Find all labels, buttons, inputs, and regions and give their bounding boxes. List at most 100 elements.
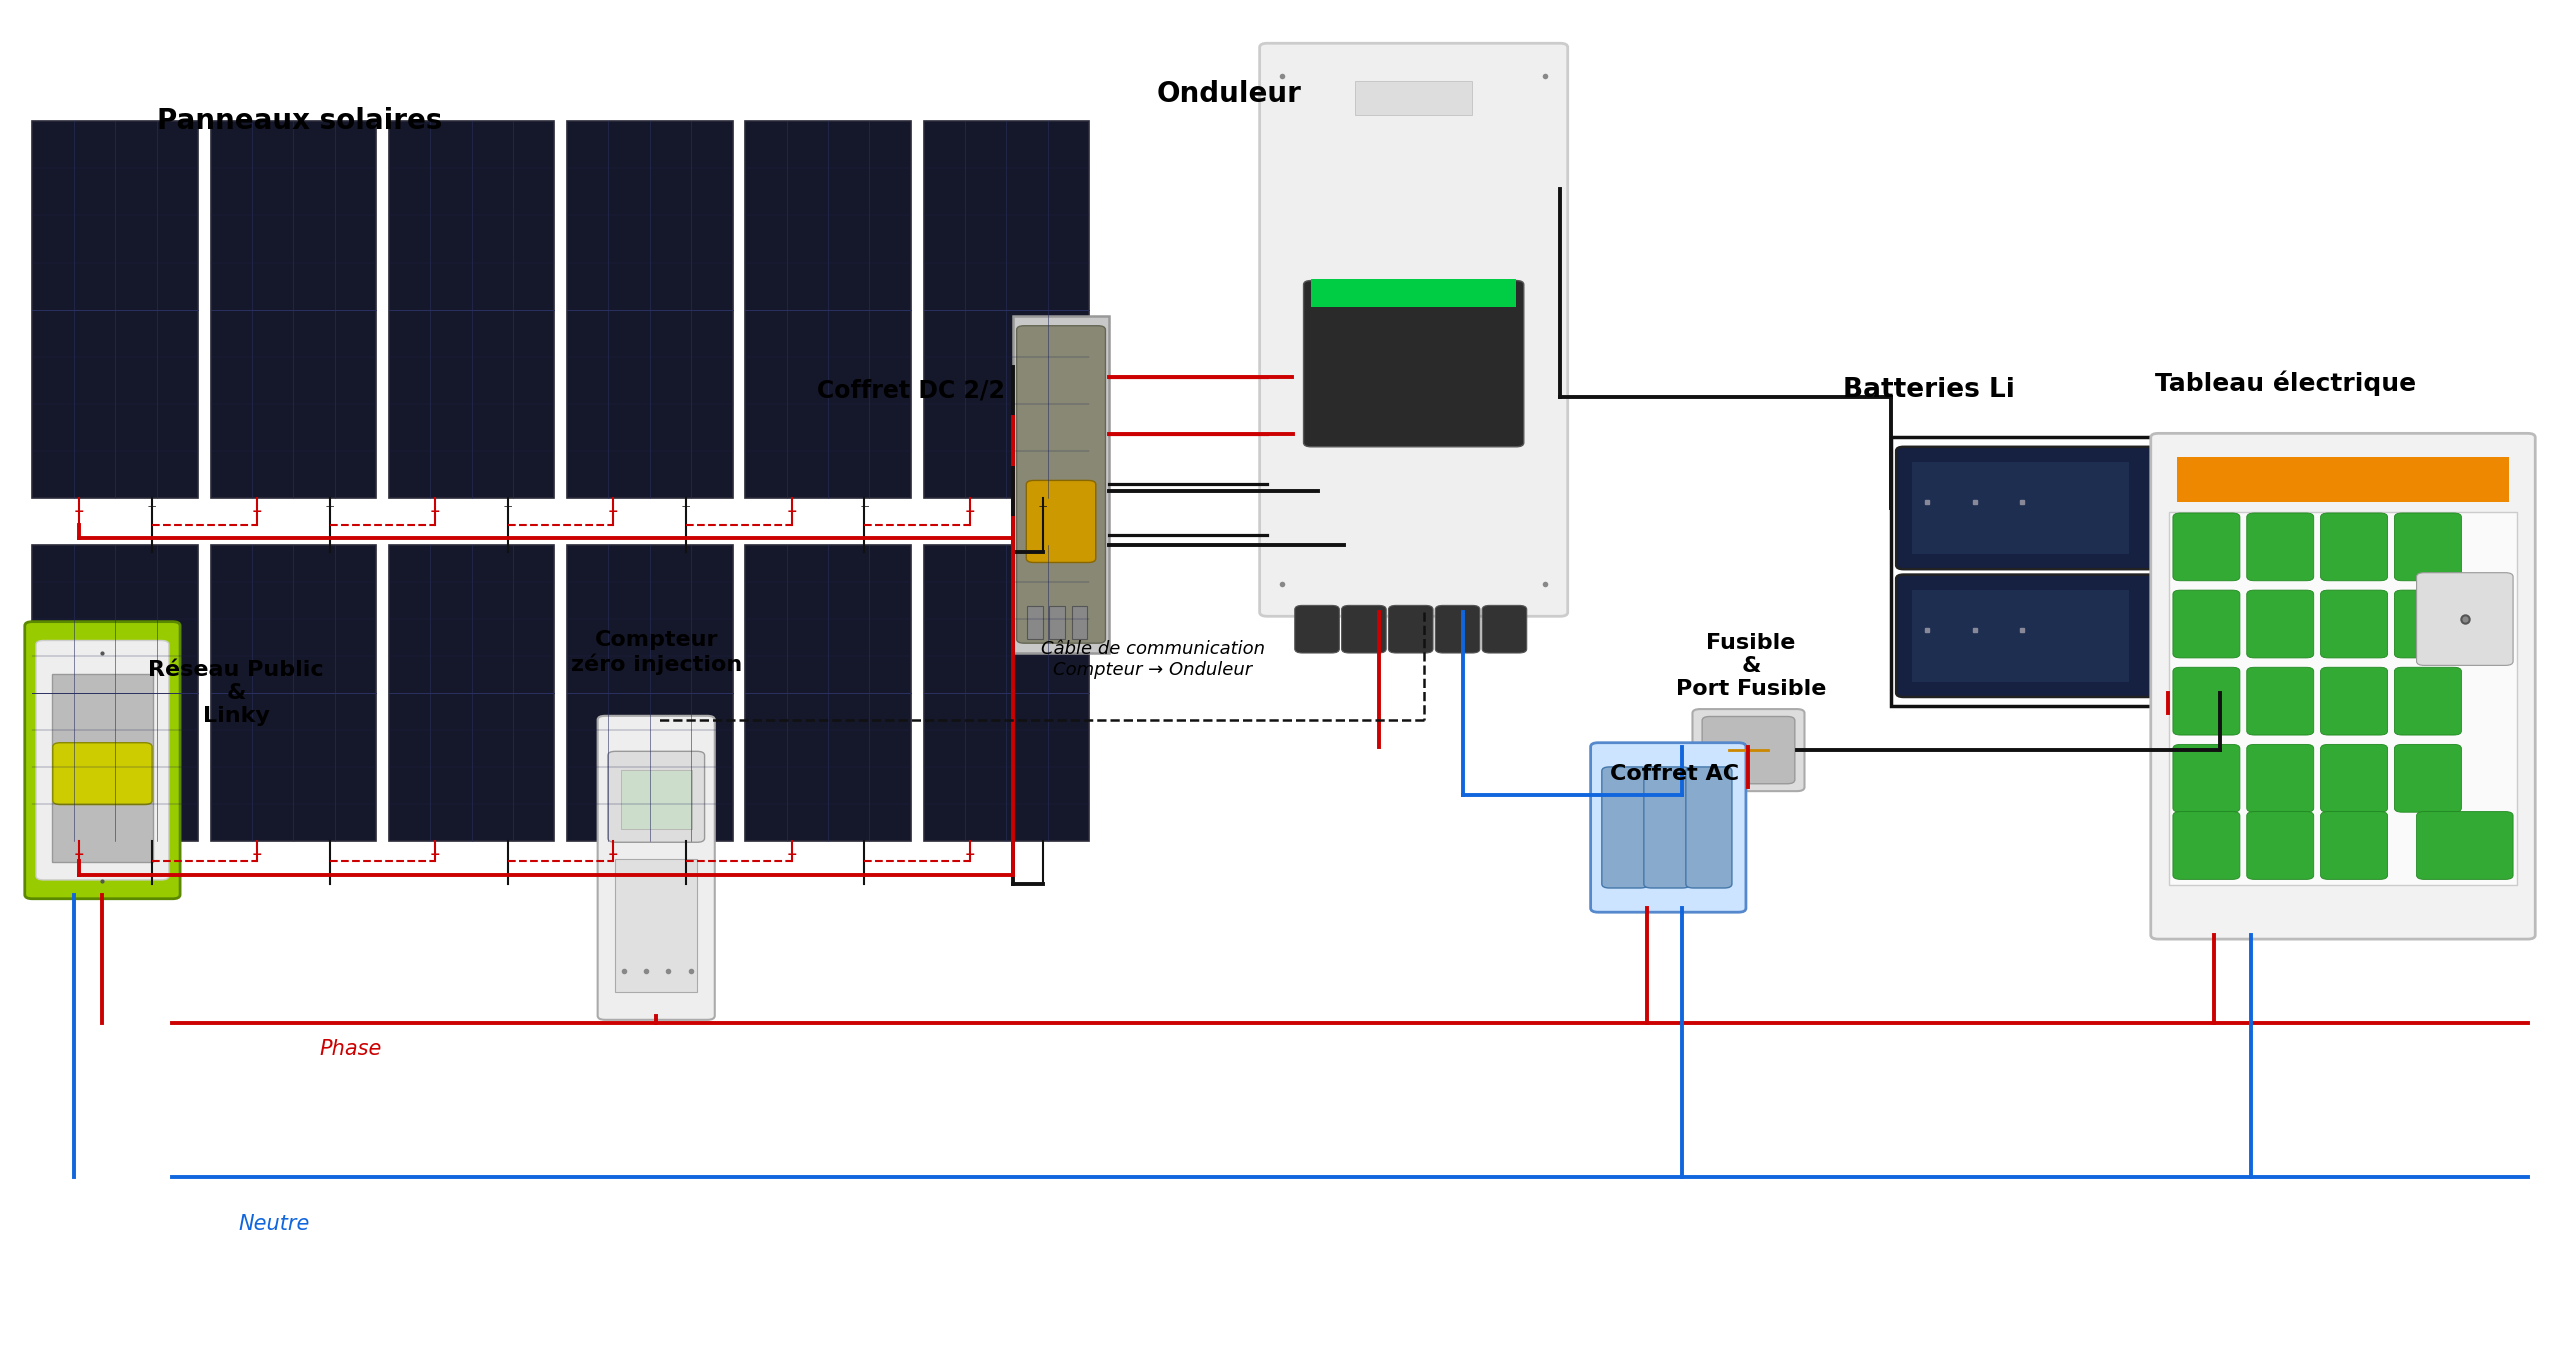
Text: +: + <box>74 504 84 518</box>
Text: Coffret DC 2/2: Coffret DC 2/2 <box>817 378 1004 402</box>
FancyBboxPatch shape <box>210 545 376 841</box>
Text: +: + <box>786 504 796 518</box>
FancyBboxPatch shape <box>924 545 1088 841</box>
FancyBboxPatch shape <box>1603 766 1649 887</box>
FancyBboxPatch shape <box>2319 590 2388 658</box>
FancyBboxPatch shape <box>2417 811 2514 879</box>
Text: Phase: Phase <box>320 1040 381 1060</box>
FancyBboxPatch shape <box>389 121 556 497</box>
FancyBboxPatch shape <box>2417 572 2514 666</box>
Text: +: + <box>965 504 975 518</box>
Text: +: + <box>251 848 261 860</box>
FancyBboxPatch shape <box>2394 667 2460 735</box>
FancyBboxPatch shape <box>2153 602 2189 670</box>
FancyBboxPatch shape <box>924 121 1088 497</box>
Text: —: — <box>148 501 156 511</box>
FancyBboxPatch shape <box>2173 745 2240 813</box>
FancyBboxPatch shape <box>1354 82 1472 116</box>
FancyBboxPatch shape <box>745 121 911 497</box>
Text: +: + <box>251 504 261 518</box>
Text: —: — <box>325 501 333 511</box>
FancyBboxPatch shape <box>1702 716 1795 784</box>
FancyBboxPatch shape <box>2204 602 2240 670</box>
FancyBboxPatch shape <box>2394 590 2460 658</box>
FancyBboxPatch shape <box>2248 590 2314 658</box>
FancyBboxPatch shape <box>2250 590 2291 681</box>
Text: Onduleur: Onduleur <box>1157 80 1300 109</box>
FancyBboxPatch shape <box>2168 512 2516 885</box>
Text: +: + <box>430 504 440 518</box>
FancyBboxPatch shape <box>2248 512 2314 580</box>
FancyBboxPatch shape <box>54 743 151 805</box>
FancyBboxPatch shape <box>2173 811 2240 879</box>
FancyBboxPatch shape <box>33 545 197 841</box>
Text: Coffret AC: Coffret AC <box>1610 764 1738 784</box>
FancyBboxPatch shape <box>568 121 732 497</box>
FancyBboxPatch shape <box>2248 745 2314 813</box>
Text: Compteur
zéro injection: Compteur zéro injection <box>571 631 742 675</box>
Text: —: — <box>504 501 512 511</box>
FancyBboxPatch shape <box>1687 766 1733 887</box>
FancyBboxPatch shape <box>607 752 704 843</box>
FancyBboxPatch shape <box>1912 590 2130 681</box>
Text: Fusible
&
Port Fusible: Fusible & Port Fusible <box>1677 633 1825 700</box>
FancyBboxPatch shape <box>210 121 376 497</box>
FancyBboxPatch shape <box>1260 43 1567 616</box>
Text: +: + <box>965 848 975 860</box>
FancyBboxPatch shape <box>2153 474 2189 542</box>
Text: Tableau électrique: Tableau électrique <box>2156 371 2417 397</box>
FancyBboxPatch shape <box>1912 462 2130 553</box>
FancyBboxPatch shape <box>33 121 197 497</box>
FancyBboxPatch shape <box>1590 743 1746 912</box>
FancyBboxPatch shape <box>1311 279 1516 307</box>
FancyBboxPatch shape <box>1644 766 1690 887</box>
FancyBboxPatch shape <box>26 621 179 898</box>
Text: —: — <box>681 501 691 511</box>
FancyBboxPatch shape <box>596 716 714 1019</box>
FancyBboxPatch shape <box>2250 462 2291 553</box>
Text: +: + <box>74 848 84 860</box>
FancyBboxPatch shape <box>1016 326 1106 643</box>
FancyBboxPatch shape <box>2394 512 2460 580</box>
FancyBboxPatch shape <box>2173 512 2240 580</box>
FancyBboxPatch shape <box>1073 606 1088 639</box>
FancyBboxPatch shape <box>1303 280 1523 447</box>
Text: Neutre: Neutre <box>238 1215 310 1234</box>
FancyBboxPatch shape <box>1897 575 2307 697</box>
FancyBboxPatch shape <box>1436 605 1480 654</box>
FancyBboxPatch shape <box>620 771 691 829</box>
FancyBboxPatch shape <box>2173 590 2240 658</box>
FancyBboxPatch shape <box>1014 317 1108 652</box>
Text: Panneaux solaires: Panneaux solaires <box>156 107 443 136</box>
Text: —: — <box>860 501 868 511</box>
FancyBboxPatch shape <box>389 545 556 841</box>
FancyBboxPatch shape <box>1692 709 1805 791</box>
FancyBboxPatch shape <box>1050 606 1065 639</box>
FancyBboxPatch shape <box>614 859 696 992</box>
FancyBboxPatch shape <box>36 640 169 879</box>
FancyBboxPatch shape <box>2319 667 2388 735</box>
FancyBboxPatch shape <box>1482 605 1526 654</box>
Text: +: + <box>430 848 440 860</box>
Text: +: + <box>609 848 620 860</box>
Text: +: + <box>609 504 620 518</box>
Text: —: — <box>1039 501 1047 511</box>
FancyBboxPatch shape <box>2319 512 2388 580</box>
FancyBboxPatch shape <box>1897 447 2307 569</box>
FancyBboxPatch shape <box>2248 811 2314 879</box>
FancyBboxPatch shape <box>568 545 732 841</box>
FancyBboxPatch shape <box>1295 605 1339 654</box>
Text: Batteries Li: Batteries Li <box>1843 378 2015 404</box>
FancyBboxPatch shape <box>1388 605 1434 654</box>
FancyBboxPatch shape <box>2173 667 2240 735</box>
FancyBboxPatch shape <box>51 674 154 863</box>
FancyBboxPatch shape <box>2150 434 2534 939</box>
Text: Câble de communication
Compteur → Onduleur: Câble de communication Compteur → Ondule… <box>1042 640 1265 678</box>
FancyBboxPatch shape <box>1341 605 1385 654</box>
FancyBboxPatch shape <box>1027 606 1042 639</box>
FancyBboxPatch shape <box>2394 745 2460 813</box>
FancyBboxPatch shape <box>2248 667 2314 735</box>
FancyBboxPatch shape <box>2319 811 2388 879</box>
FancyBboxPatch shape <box>1027 481 1096 563</box>
FancyBboxPatch shape <box>2319 745 2388 813</box>
